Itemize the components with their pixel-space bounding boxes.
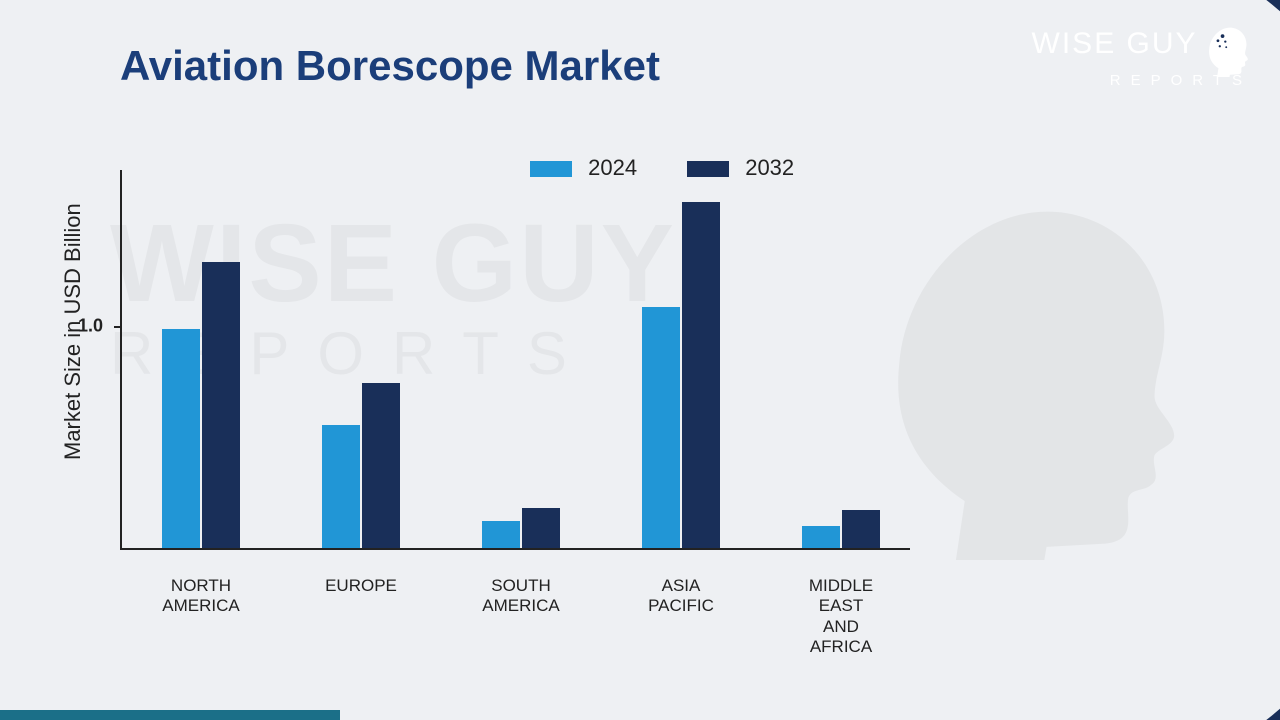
logo-line1: WISE GUY <box>1032 27 1198 60</box>
legend-label-2024: 2024 <box>588 155 637 180</box>
legend-label-2032: 2032 <box>745 155 794 180</box>
bar <box>322 425 360 548</box>
legend-item-2024: 2024 <box>530 155 637 181</box>
legend-swatch-2024 <box>530 161 572 177</box>
x-axis-label: EUROPE <box>301 576 421 596</box>
y-tick-label: 1.0 <box>78 316 103 337</box>
logo-line2: REPORTS <box>1032 72 1252 89</box>
x-axis-label: NORTHAMERICA <box>141 576 261 617</box>
x-axis-label: ASIAPACIFIC <box>621 576 741 617</box>
bar-group <box>322 383 400 548</box>
bar <box>842 510 880 548</box>
head-icon <box>1206 26 1252 72</box>
y-tick <box>114 326 122 328</box>
chart-area: Market Size in USD Billion 1.0NORTHAMERI… <box>50 150 930 670</box>
bar-group <box>802 510 880 548</box>
x-axis-label: MIDDLEEASTANDAFRICA <box>781 576 901 658</box>
chart-legend: 2024 2032 <box>530 155 794 181</box>
bar <box>522 508 560 548</box>
bar <box>642 307 680 548</box>
bar <box>202 262 240 548</box>
legend-item-2032: 2032 <box>687 155 794 181</box>
plot-area: 1.0NORTHAMERICAEUROPESOUTHAMERICAASIAPAC… <box>120 170 910 550</box>
bar <box>682 202 720 548</box>
brand-logo: WISE GUY REPORTS <box>1032 26 1252 89</box>
legend-swatch-2032 <box>687 161 729 177</box>
bar <box>802 526 840 548</box>
bar-group <box>162 262 240 548</box>
bar-group <box>642 202 720 548</box>
chart-title: Aviation Borescope Market <box>120 42 660 90</box>
bottom-accent-bar <box>0 710 340 720</box>
bar <box>362 383 400 548</box>
x-axis-label: SOUTHAMERICA <box>461 576 581 617</box>
bar <box>162 329 200 548</box>
bar <box>482 521 520 548</box>
bar-group <box>482 508 560 548</box>
